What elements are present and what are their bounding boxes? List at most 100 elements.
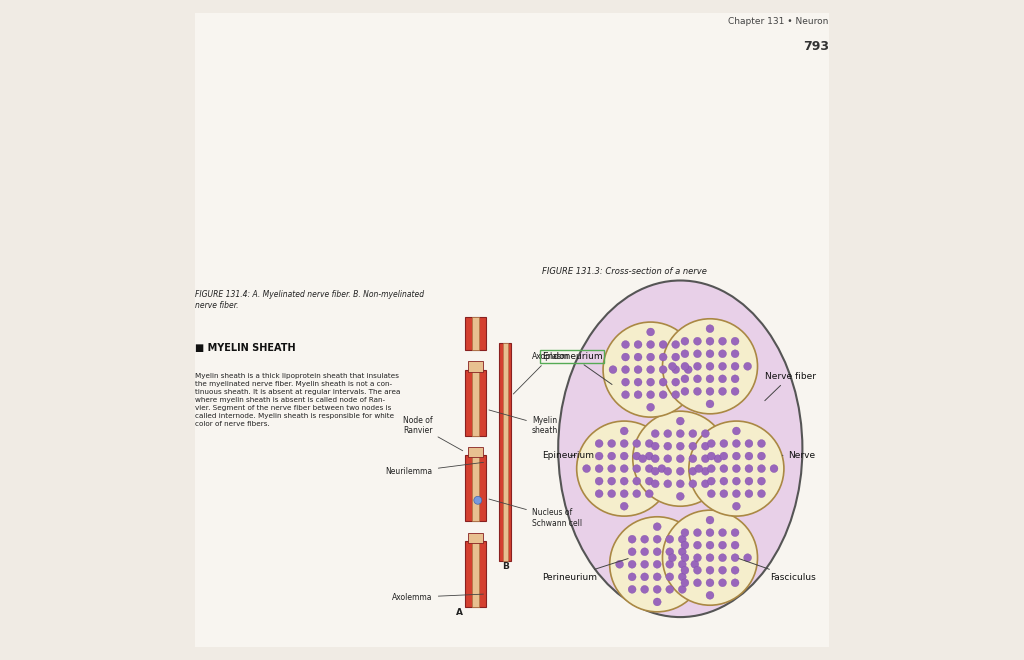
Circle shape bbox=[720, 440, 728, 447]
Circle shape bbox=[678, 560, 686, 568]
Circle shape bbox=[664, 442, 672, 450]
Circle shape bbox=[731, 350, 739, 358]
Circle shape bbox=[689, 442, 696, 450]
Text: Chapter 131 • Neuron: Chapter 131 • Neuron bbox=[728, 16, 828, 26]
Circle shape bbox=[706, 362, 714, 370]
Circle shape bbox=[731, 541, 739, 549]
Text: Nerve: Nerve bbox=[782, 451, 815, 460]
Text: Myelin
sheath: Myelin sheath bbox=[488, 410, 558, 436]
Circle shape bbox=[676, 430, 684, 438]
Circle shape bbox=[706, 350, 714, 358]
Circle shape bbox=[646, 341, 654, 348]
Circle shape bbox=[745, 465, 753, 473]
Text: 793: 793 bbox=[803, 40, 828, 53]
Circle shape bbox=[639, 455, 646, 463]
Circle shape bbox=[603, 322, 698, 417]
Circle shape bbox=[633, 440, 641, 447]
Circle shape bbox=[701, 467, 710, 475]
Text: B: B bbox=[502, 562, 509, 571]
Text: Perineurium: Perineurium bbox=[542, 558, 628, 582]
Circle shape bbox=[641, 535, 648, 543]
Circle shape bbox=[641, 560, 648, 568]
Circle shape bbox=[607, 490, 615, 498]
Text: ■ MYELIN SHEATH: ■ MYELIN SHEATH bbox=[196, 343, 296, 353]
Circle shape bbox=[706, 400, 714, 408]
Circle shape bbox=[758, 477, 766, 485]
Circle shape bbox=[621, 502, 628, 510]
Circle shape bbox=[706, 516, 714, 524]
Circle shape bbox=[621, 477, 628, 485]
Text: Epineurium: Epineurium bbox=[542, 451, 594, 460]
Circle shape bbox=[689, 430, 696, 438]
Circle shape bbox=[676, 442, 684, 450]
Circle shape bbox=[719, 566, 726, 574]
Circle shape bbox=[653, 535, 662, 543]
Bar bbox=[472, 541, 479, 607]
Circle shape bbox=[474, 496, 481, 504]
Bar bbox=[468, 533, 483, 543]
Circle shape bbox=[622, 366, 630, 374]
Circle shape bbox=[651, 480, 659, 488]
Circle shape bbox=[732, 440, 740, 447]
Circle shape bbox=[628, 560, 636, 568]
Circle shape bbox=[693, 375, 701, 383]
Circle shape bbox=[621, 440, 628, 447]
Circle shape bbox=[653, 560, 662, 568]
Text: Nerve fiber: Nerve fiber bbox=[765, 372, 815, 401]
Circle shape bbox=[651, 467, 659, 475]
Bar bbox=[472, 370, 479, 436]
Circle shape bbox=[666, 585, 674, 593]
Circle shape bbox=[731, 566, 739, 574]
Circle shape bbox=[719, 337, 726, 345]
Circle shape bbox=[732, 502, 740, 510]
Circle shape bbox=[659, 391, 667, 399]
Circle shape bbox=[646, 366, 654, 374]
Circle shape bbox=[634, 341, 642, 348]
Circle shape bbox=[646, 378, 654, 386]
Circle shape bbox=[681, 362, 689, 370]
Circle shape bbox=[645, 465, 653, 473]
Circle shape bbox=[681, 337, 689, 345]
Circle shape bbox=[628, 548, 636, 556]
Circle shape bbox=[706, 325, 714, 333]
Circle shape bbox=[708, 452, 716, 460]
Circle shape bbox=[663, 319, 758, 414]
Circle shape bbox=[719, 387, 726, 395]
Text: FIGURE 131.3: Cross-section of a nerve: FIGURE 131.3: Cross-section of a nerve bbox=[542, 267, 707, 277]
Circle shape bbox=[669, 554, 676, 562]
Circle shape bbox=[641, 548, 648, 556]
Circle shape bbox=[672, 366, 680, 374]
Circle shape bbox=[693, 362, 701, 370]
Circle shape bbox=[676, 492, 684, 500]
Circle shape bbox=[706, 529, 714, 537]
Circle shape bbox=[708, 465, 716, 473]
Circle shape bbox=[681, 350, 689, 358]
Circle shape bbox=[745, 440, 753, 447]
Circle shape bbox=[732, 452, 740, 460]
Circle shape bbox=[706, 375, 714, 383]
Circle shape bbox=[693, 541, 701, 549]
Circle shape bbox=[719, 362, 726, 370]
Circle shape bbox=[745, 477, 753, 485]
Circle shape bbox=[719, 579, 726, 587]
Circle shape bbox=[651, 442, 659, 450]
Circle shape bbox=[664, 467, 672, 475]
Ellipse shape bbox=[558, 280, 803, 617]
Circle shape bbox=[706, 337, 714, 345]
Circle shape bbox=[651, 430, 659, 438]
Circle shape bbox=[595, 440, 603, 447]
Circle shape bbox=[719, 554, 726, 562]
Circle shape bbox=[678, 573, 686, 581]
Circle shape bbox=[691, 560, 698, 568]
Circle shape bbox=[745, 490, 753, 498]
Circle shape bbox=[720, 477, 728, 485]
Circle shape bbox=[666, 548, 674, 556]
Circle shape bbox=[659, 366, 667, 374]
Circle shape bbox=[607, 465, 615, 473]
Circle shape bbox=[706, 591, 714, 599]
Circle shape bbox=[708, 440, 716, 447]
Circle shape bbox=[731, 554, 739, 562]
Circle shape bbox=[706, 579, 714, 587]
Circle shape bbox=[653, 598, 662, 606]
Circle shape bbox=[659, 353, 667, 361]
